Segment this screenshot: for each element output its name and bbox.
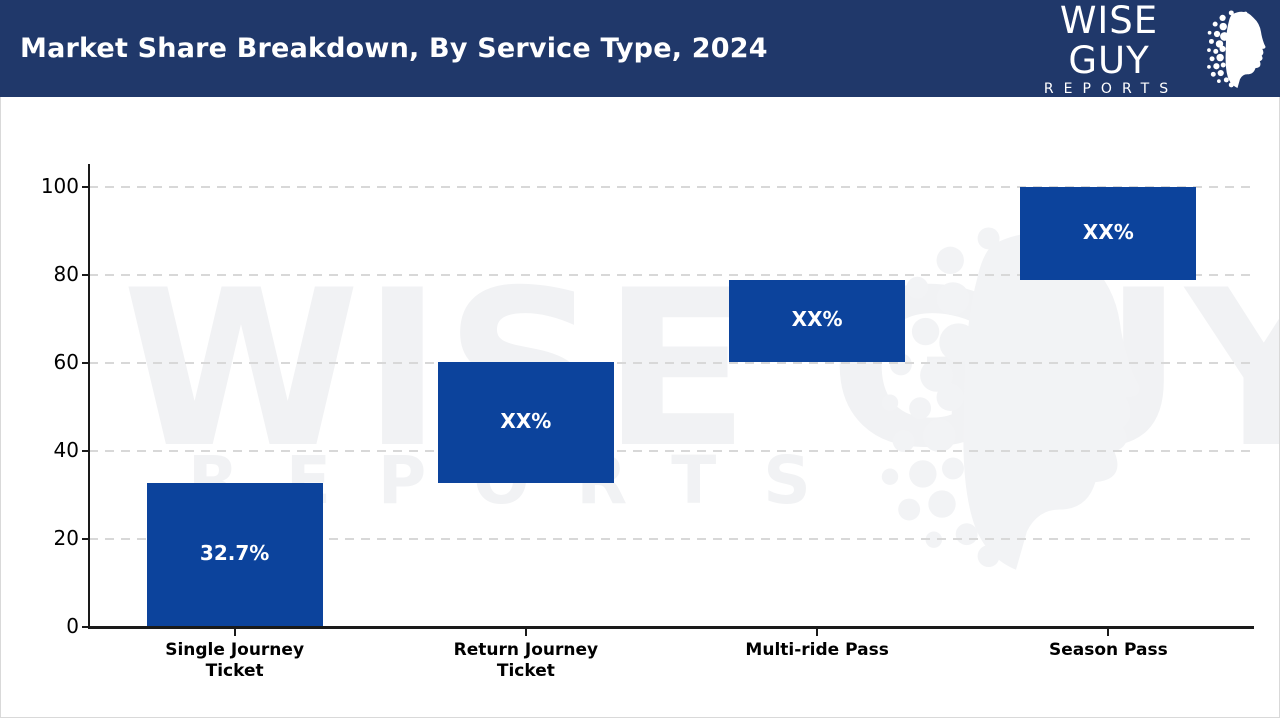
bar-segment bbox=[729, 279, 906, 362]
x-axis-tick bbox=[816, 628, 819, 636]
gridline-40 bbox=[89, 450, 1254, 453]
x-axis-category-label: Season Pass bbox=[978, 640, 1238, 661]
gridline-100 bbox=[89, 186, 1254, 189]
bar-segment bbox=[146, 483, 323, 627]
bar-value-label: XX% bbox=[500, 408, 552, 433]
y-axis-tick-label: 40 bbox=[53, 438, 79, 463]
waterfall-chart: 0 20 40 60 80 100 32.7% Single Journey Ticket XX%… bbox=[0, 97, 1280, 718]
gridline-60 bbox=[89, 362, 1254, 365]
bar-value-label: XX% bbox=[1082, 219, 1134, 244]
bar-value-label: 32.7% bbox=[199, 541, 270, 566]
head-profile-icon bbox=[1207, 9, 1266, 88]
bar-segment bbox=[437, 361, 614, 484]
bar-value-label: XX% bbox=[791, 306, 843, 331]
y-axis-tick-80 bbox=[82, 274, 89, 277]
y-axis-tick-0 bbox=[82, 626, 89, 628]
y-axis-line bbox=[88, 164, 90, 627]
x-axis-category-line: Return Journey bbox=[453, 640, 599, 660]
y-axis-tick-label: 100 bbox=[40, 174, 79, 199]
y-axis-tick-label: 0 bbox=[66, 614, 79, 638]
y-axis-tick-label: 20 bbox=[53, 526, 79, 551]
logo-subtitle: REPORTS bbox=[1043, 81, 1179, 97]
x-axis-category-label: Multi-ride Pass bbox=[687, 640, 947, 661]
x-axis-category-line: Multi-ride Pass bbox=[745, 640, 889, 660]
x-axis-category-line: Ticket bbox=[496, 661, 555, 681]
x-axis-category-line: Ticket bbox=[205, 661, 264, 681]
header-bar: Market Share Breakdown, By Service Type,… bbox=[0, 0, 1280, 97]
logo-text: WISE GUY REPORTS bbox=[1016, 0, 1202, 98]
x-axis-line bbox=[88, 626, 1254, 629]
x-axis-category-line: Season Pass bbox=[1048, 640, 1168, 660]
x-axis-category-label: Return Journey Ticket bbox=[396, 640, 656, 682]
y-axis-tick-40 bbox=[82, 450, 89, 453]
y-axis-tick-20 bbox=[82, 538, 89, 541]
bar-segment bbox=[1020, 187, 1197, 280]
y-axis-tick-label: 80 bbox=[53, 262, 79, 287]
logo-wordmark: WISE GUY bbox=[1059, 0, 1159, 82]
page-title: Market Share Breakdown, By Service Type,… bbox=[20, 33, 768, 64]
gridline-20 bbox=[89, 538, 1254, 541]
y-axis-tick-label: 60 bbox=[53, 350, 79, 375]
x-axis-category-label: Single Journey Ticket bbox=[105, 640, 365, 682]
wise-guy-reports-logo: WISE GUY REPORTS bbox=[1016, 1, 1266, 97]
x-axis-category-line: Single Journey bbox=[165, 640, 305, 660]
y-axis-tick-100 bbox=[82, 186, 89, 189]
gridline-80 bbox=[89, 274, 1254, 277]
x-axis-tick bbox=[1107, 628, 1110, 636]
x-axis-tick bbox=[524, 628, 527, 636]
y-axis-tick-60 bbox=[82, 362, 89, 365]
x-axis-tick bbox=[233, 628, 236, 636]
